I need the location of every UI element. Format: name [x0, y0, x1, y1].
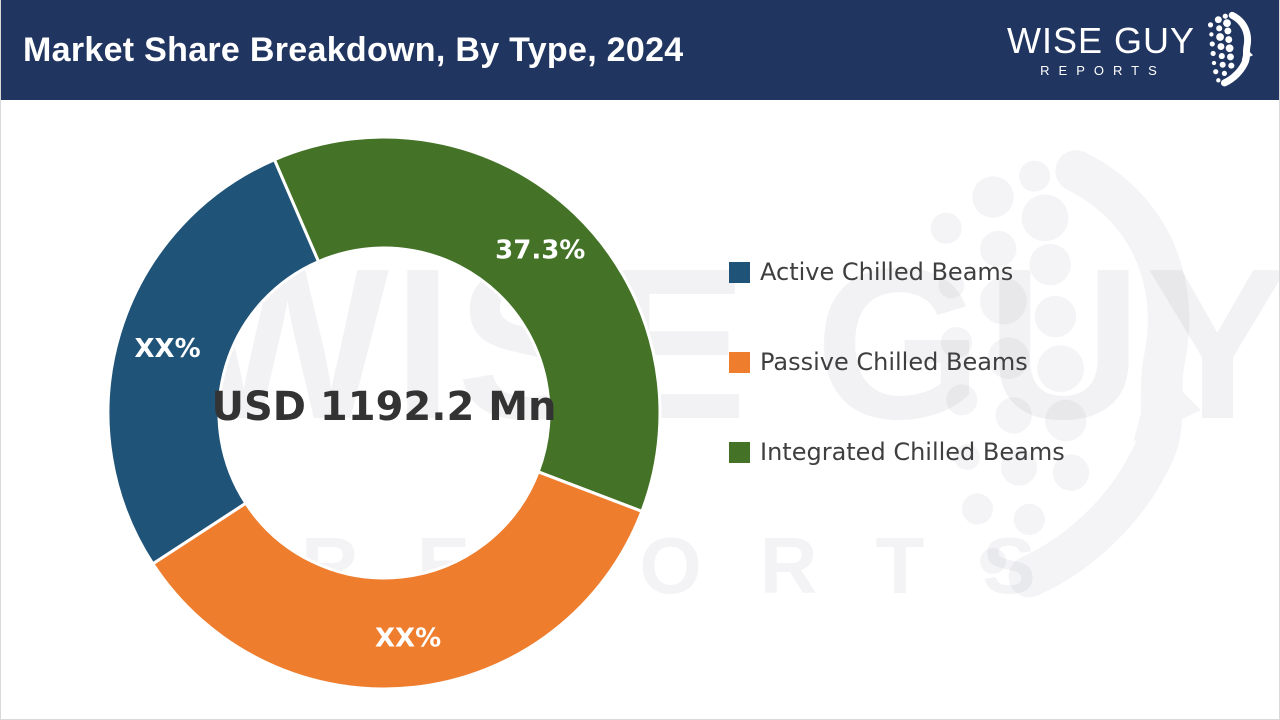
- legend-label: Passive Chilled Beams: [760, 348, 1028, 376]
- logo-text: WISE GUY REPORTS: [1006, 19, 1195, 78]
- legend-swatch-passive: [729, 351, 750, 373]
- legend-item: Active Chilled Beams: [729, 258, 1065, 286]
- legend-label: Active Chilled Beams: [760, 258, 1014, 286]
- legend-item: Passive Chilled Beams: [729, 348, 1065, 376]
- face-profile-icon: [1207, 11, 1253, 87]
- logo-brand-text: WISE GUY: [1006, 19, 1195, 61]
- donut-chart: 37.3% XX% XX%: [106, 135, 662, 691]
- page-title: Market Share Breakdown, By Type, 2024: [23, 30, 684, 69]
- legend: Active Chilled Beams Passive Chilled Bea…: [729, 258, 1065, 466]
- donut-center-value: USD 1192.2 Mn: [211, 384, 557, 430]
- brand-logo: WISE GUY REPORTS: [1007, 11, 1253, 89]
- logo-sub-text: REPORTS: [1040, 62, 1166, 78]
- donut-slice: [106, 158, 320, 566]
- legend-item: Integrated Chilled Beams: [729, 438, 1065, 466]
- donut-slice: [272, 135, 662, 513]
- chart-area: WISE GUY REPORTS 37.3% XX% XX% USD 1192.2 …: [1, 100, 1279, 719]
- legend-swatch-active: [729, 261, 750, 283]
- slice-label: 37.3%: [495, 236, 585, 266]
- slice-label: XX%: [375, 624, 441, 654]
- header: Market Share Breakdown, By Type, 2024 WI…: [1, 0, 1279, 100]
- donut-slice: [151, 470, 644, 691]
- legend-label: Integrated Chilled Beams: [760, 438, 1065, 466]
- slice-label: XX%: [134, 334, 200, 364]
- legend-swatch-integrated: [729, 441, 750, 463]
